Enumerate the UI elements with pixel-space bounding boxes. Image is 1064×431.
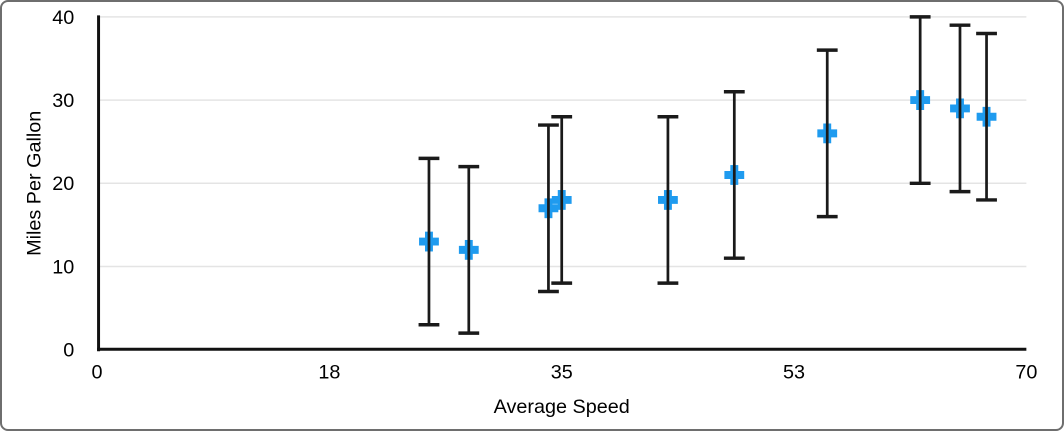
axes-layer	[97, 15, 1027, 352]
data-points-layer	[419, 90, 997, 260]
y-tick-label: 20	[52, 173, 74, 195]
y-tick-label: 30	[52, 90, 74, 112]
y-tick-label: 0	[63, 340, 74, 362]
y-tick-label: 10	[52, 256, 74, 278]
x-tick-label: 18	[318, 361, 340, 383]
x-tick-label: 53	[783, 361, 805, 383]
x-tick-label: 70	[1015, 361, 1037, 383]
y-axis-title: Miles Per Gallon	[24, 111, 46, 256]
tick-labels-layer: 0 10 20 30 40 0 18 35 53 70	[52, 7, 1037, 384]
y-tick-label: 40	[52, 7, 74, 29]
x-axis-title: Average Speed	[494, 396, 630, 418]
x-tick-label: 0	[92, 361, 103, 383]
x-tick-label: 35	[551, 361, 573, 383]
error-bars-layer	[418, 15, 997, 335]
